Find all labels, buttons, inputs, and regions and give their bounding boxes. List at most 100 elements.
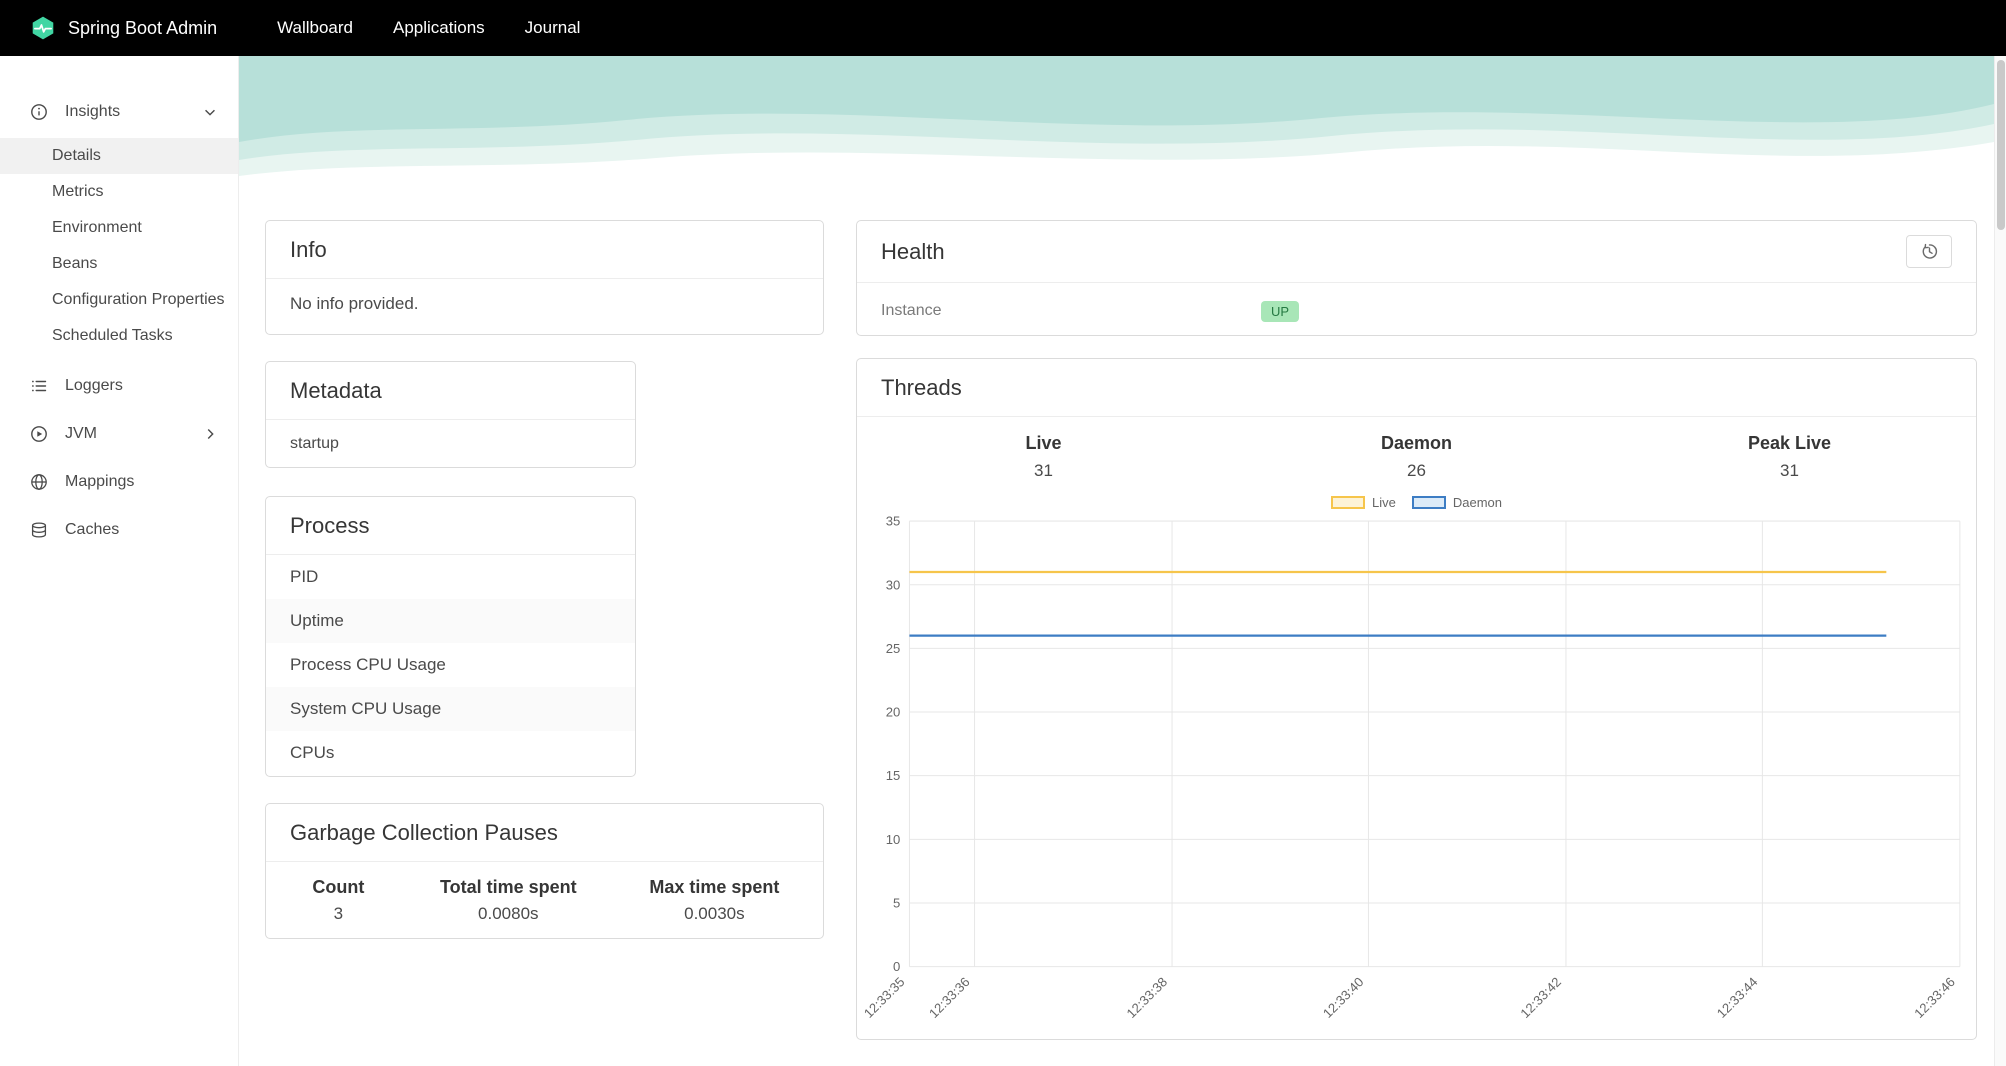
metadata-row-startup: startup [290,434,339,452]
sidebar-item-label: Mappings [65,473,135,490]
svg-text:20: 20 [886,705,901,720]
legend-item-live[interactable]: Live [1331,495,1396,510]
svg-text:30: 30 [886,577,901,592]
sidebar-item-configuration-properties[interactable]: Configuration Properties [52,291,225,308]
gc-pauses-card: Garbage Collection Pauses Count 3 Total … [265,803,824,939]
svg-text:10: 10 [886,832,901,847]
stat-peak-live: Peak Live 31 [1603,431,1976,483]
svg-text:12:33:36: 12:33:36 [926,974,973,1021]
svg-text:5: 5 [893,896,900,911]
svg-text:12:33:46: 12:33:46 [1911,974,1958,1021]
gc-column-max-time: Max time spent [649,877,780,897]
database-icon [30,521,50,539]
insights-submenu: Details Metrics Environment Beans Config… [0,138,238,354]
stat-label: Daemon [1380,433,1452,453]
stat-value: 31 [1780,461,1799,480]
vertical-scrollbar[interactable] [1994,56,2006,1066]
threads-chart: 0 5 10 15 20 25 30 35 12:33:35 12:33:36 12:33:38 12… [861,514,1961,1021]
svg-text:12:33:38: 12:33:38 [1123,974,1170,1021]
jvm-icon [30,425,50,443]
sidebar-item-insights[interactable]: Insights [0,88,238,136]
gc-value-count: 3 [333,904,344,923]
legend-label: Daemon [1452,494,1502,510]
sidebar-item-loggers[interactable]: Loggers [0,362,238,410]
sidebar-item-beans[interactable]: Beans [52,255,98,272]
stat-value: 31 [1034,461,1053,480]
nav-item-applications[interactable]: Applications [393,18,485,37]
threads-stats: Live 31 Daemon 26 Peak Live 31 [857,417,1976,485]
sidebar-item-label: Insights [65,103,121,120]
gc-value-total-time: 0.0080s [478,904,539,923]
scrollbar-thumb[interactable] [1997,60,2005,230]
nav-item-wallboard[interactable]: Wallboard [277,18,353,37]
info-empty-message: No info provided. [290,294,419,313]
loggers-icon [30,377,50,395]
brand-logo-icon [30,15,56,41]
status-badge: UP [1261,300,1300,322]
svg-text:0: 0 [893,959,900,974]
stat-live: Live 31 [857,431,1230,483]
svg-text:25: 25 [886,641,901,656]
health-card: Health Instance UP [856,220,1977,336]
info-card: Info No info provided. [265,220,824,335]
history-icon [1920,242,1939,261]
legend-item-daemon[interactable]: Daemon [1411,494,1502,510]
navbar-menu: Wallboard Applications Journal [257,0,600,56]
svg-text:35: 35 [886,514,901,529]
process-row-pid: PID [290,567,319,586]
sidebar-item-label: Loggers [65,377,123,394]
gc-column-count: Count [312,877,365,897]
chart-legend: Live Daemon [857,493,1976,511]
sidebar-item-metrics[interactable]: Metrics [52,183,104,200]
threads-card: Threads Live 31 Daemon 26 Peak Live 31 L… [856,358,1977,1040]
svg-text:12:33:42: 12:33:42 [1517,974,1564,1021]
sidebar-item-label: JVM [65,425,97,442]
process-row-cpus: CPUs [290,743,335,762]
process-card: Process PID Uptime Process CPU Usage Sys… [265,496,636,777]
top-navbar: Spring Boot Admin Wallboard Applications… [0,0,2006,56]
health-card-title: Health [881,238,945,264]
svg-text:12:33:35: 12:33:35 [861,974,908,1021]
process-rows: PID Uptime Process CPU Usage System CPU … [266,555,635,775]
brand[interactable]: Spring Boot Admin [30,15,217,41]
sidebar-item-environment[interactable]: Environment [52,219,142,236]
process-card-title: Process [290,512,370,538]
gc-value-max-time: 0.0030s [684,904,745,923]
sidebar-item-details[interactable]: Details [0,138,238,174]
nav-item-journal[interactable]: Journal [524,18,581,37]
health-row-label: Instance [881,302,942,319]
svg-text:15: 15 [886,768,901,783]
brand-title: Spring Boot Admin [68,17,218,38]
stat-daemon: Daemon 26 [1230,431,1603,483]
metadata-card-title: Metadata [290,377,382,403]
gc-table: Count 3 Total time spent 0.0080s Max tim… [266,862,823,938]
info-card-title: Info [290,236,327,262]
gc-column-total-time: Total time spent [439,877,577,897]
process-row-process-cpu-usage: Process CPU Usage [290,655,446,674]
legend-swatch-live [1331,495,1365,509]
sidebar-item-jvm[interactable]: JVM [0,410,238,458]
threads-card-title: Threads [881,374,962,400]
sidebar-item-scheduled-tasks[interactable]: Scheduled Tasks [52,327,173,344]
stat-label: Peak Live [1747,433,1832,453]
svg-text:12:33:40: 12:33:40 [1320,974,1367,1021]
svg-text:12:33:44: 12:33:44 [1714,974,1761,1021]
legend-swatch-daemon [1411,495,1446,509]
process-row-uptime: Uptime [266,599,635,643]
sidebar-item-label: Caches [65,521,120,538]
stat-label: Live [1025,433,1062,453]
health-instance-row: Instance UP [857,283,1976,335]
info-icon [30,103,50,121]
sidebar-item-caches[interactable]: Caches [0,506,238,554]
gc-card-title: Garbage Collection Pauses [290,819,558,845]
globe-icon [30,473,50,491]
chevron-down-icon [202,104,218,120]
chevron-right-icon [202,426,218,442]
sidebar-item-mappings[interactable]: Mappings [0,458,238,506]
process-row-system-cpu-usage: System CPU Usage [266,687,635,731]
metadata-card: Metadata startup [265,361,636,468]
header-wave-banner [239,56,1994,188]
stat-value: 26 [1407,461,1426,480]
health-history-button[interactable] [1906,235,1952,268]
